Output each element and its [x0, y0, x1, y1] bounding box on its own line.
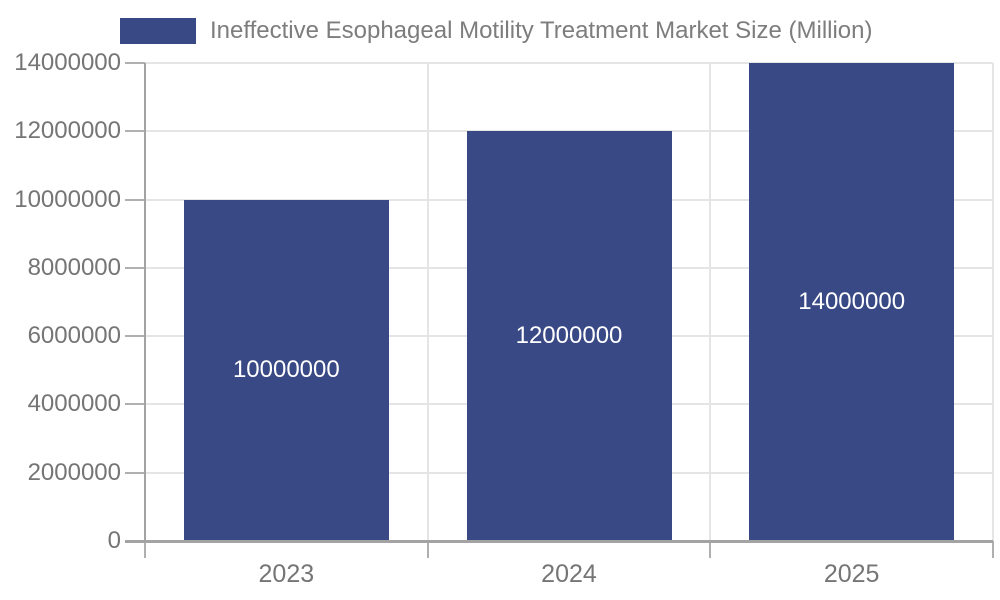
y-axis-line	[144, 63, 146, 541]
x-axis-line	[125, 540, 993, 543]
y-axis-label: 8000000	[27, 253, 121, 281]
x-axis-tick	[426, 541, 429, 558]
x-gridline	[709, 63, 712, 541]
bar-value-label: 12000000	[515, 322, 623, 350]
legend-label: Ineffective Esophageal Motility Treatmen…	[210, 17, 873, 44]
x-axis-label: 2025	[823, 560, 880, 588]
legend-item[interactable]: Ineffective Esophageal Motility Treatmen…	[120, 17, 873, 45]
x-axis-label: 2024	[541, 560, 597, 588]
y-axis-tick	[125, 266, 145, 269]
y-axis-tick	[125, 198, 145, 201]
y-axis-label: 10000000	[14, 185, 121, 213]
bar-value-label: 14000000	[798, 288, 906, 315]
y-axis-tick	[125, 403, 145, 406]
x-gridline	[426, 63, 429, 541]
y-axis-tick	[125, 130, 145, 133]
y-axis-label: 14000000	[14, 49, 121, 76]
y-axis-tick	[125, 471, 145, 474]
y-axis-label: 4000000	[27, 390, 121, 418]
x-axis-tick	[144, 541, 146, 558]
bar-2024[interactable]	[466, 131, 672, 541]
x-axis-tick	[709, 541, 712, 558]
bar-2025[interactable]	[749, 63, 955, 541]
y-axis-label: 2000000	[27, 458, 121, 486]
y-axis-tick	[125, 62, 145, 64]
legend-swatch	[120, 18, 196, 44]
bar-value-label: 10000000	[232, 356, 340, 384]
bar-2023[interactable]	[183, 199, 389, 541]
x-axis-tick	[992, 541, 994, 558]
y-axis-label: 6000000	[27, 322, 121, 350]
x-axis-label: 2023	[258, 560, 315, 588]
y-axis-tick	[125, 335, 145, 338]
y-axis-label: 0	[107, 527, 121, 554]
y-gridline	[145, 62, 993, 64]
y-axis-label: 12000000	[14, 117, 121, 145]
x-gridline	[992, 63, 994, 541]
